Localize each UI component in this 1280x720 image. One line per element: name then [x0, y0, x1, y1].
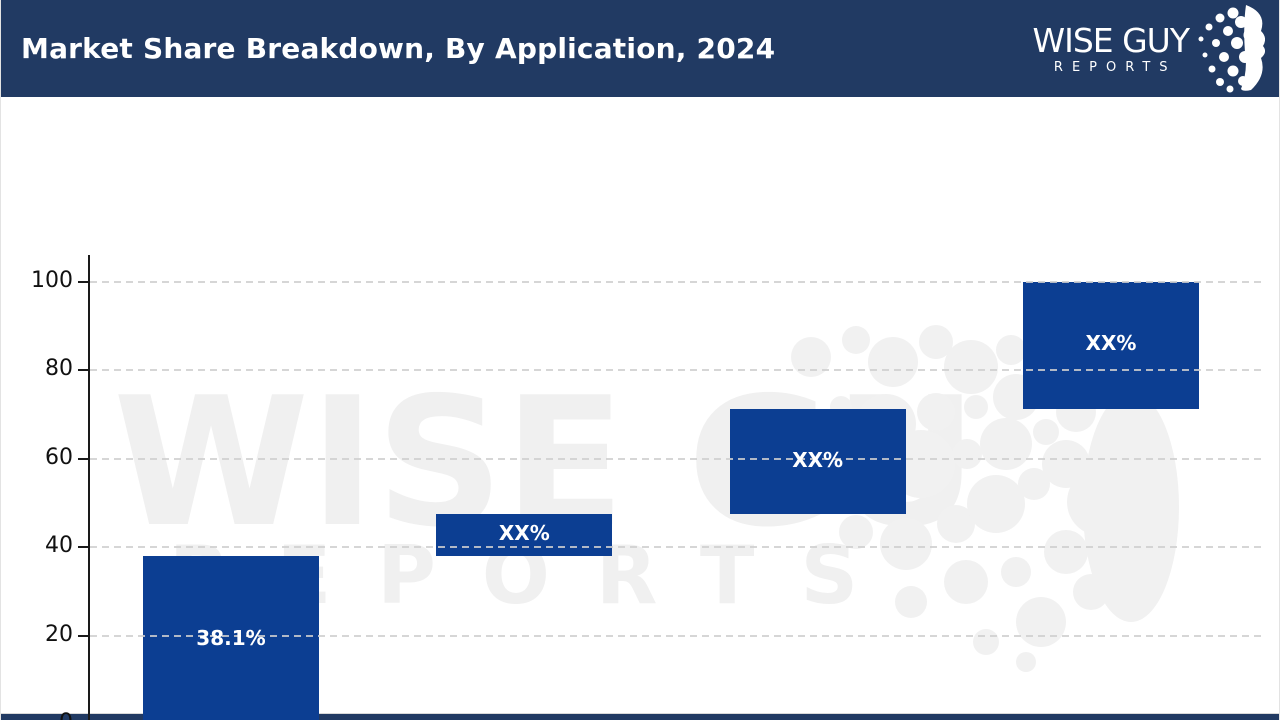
gridline	[90, 457, 1266, 460]
y-axis-tick	[78, 369, 89, 372]
y-axis-tick	[78, 546, 89, 549]
logo-subtitle: REPORTS	[1053, 59, 1177, 75]
y-axis-tick-label: 40	[45, 533, 73, 559]
gridline	[90, 369, 1266, 372]
wise-guy-reports-logo: WISE GUY REPORTS	[1032, 4, 1265, 93]
logo-wordmark: WISE GUY	[1032, 20, 1190, 60]
header-band: Market Share Breakdown, By Application, …	[1, 0, 1279, 97]
y-axis-tick-label: 80	[45, 356, 73, 382]
bar-value-label: 38.1%	[196, 625, 266, 650]
y-axis-tick	[78, 634, 89, 637]
y-axis-tick	[78, 281, 89, 283]
bar-value-label: XX%	[498, 521, 550, 546]
plot-area: WISE GU REPORTS 02040608010038.	[1, 97, 1279, 720]
gridline	[90, 546, 1266, 549]
footer-divider	[1, 713, 1279, 714]
gridline	[90, 634, 1266, 637]
bar-aerospace	[436, 514, 613, 556]
bar-value-label: XX%	[1085, 331, 1137, 356]
bar-medical	[143, 555, 319, 720]
logo-face-dots-icon	[1198, 4, 1265, 92]
y-axis-tick-label: 0	[25, 710, 73, 720]
y-axis-tick-label: 100	[31, 268, 73, 293]
footer-band	[1, 714, 1279, 720]
y-axis-tick-label: 20	[45, 621, 73, 647]
y-axis-line	[88, 255, 90, 720]
y-axis-tick-label: 60	[45, 444, 73, 470]
bar-value-label: XX%	[792, 447, 844, 472]
y-axis-tick	[78, 457, 89, 460]
chart-title: Market Share Breakdown, By Application, …	[21, 32, 776, 65]
bar-industrial	[1022, 282, 1199, 409]
gridline	[90, 281, 1266, 283]
bar-automotive	[729, 408, 906, 515]
